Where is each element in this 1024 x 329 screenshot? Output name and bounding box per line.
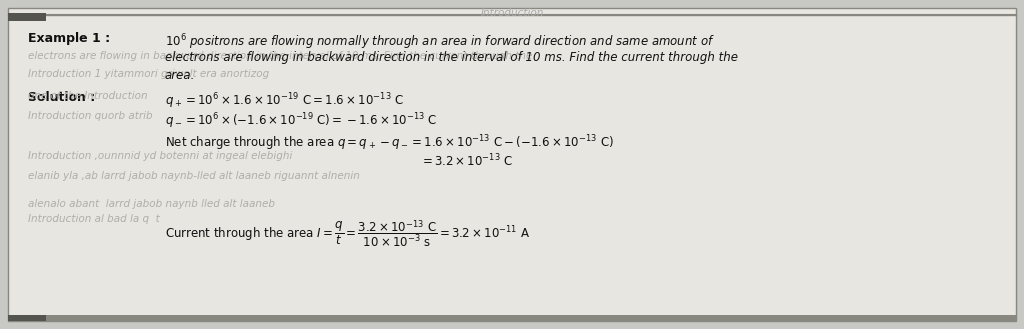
Text: elanib yla ,ab larrd jabob naynb-lled alt laaneb riguannt alnenin: elanib yla ,ab larrd jabob naynb-lled al… (28, 171, 359, 181)
Text: Solution :: Solution : (28, 91, 95, 104)
Text: Introduction al bad la q  t: Introduction al bad la q t (28, 214, 160, 224)
Text: Introduction ,ounnnid yd botenni at ingeal elebighi: Introduction ,ounnnid yd botenni at inge… (28, 151, 293, 161)
Text: electrons are flowing in backward direction in the interval of 10 ms. Find the c: electrons are flowing in backward direct… (28, 51, 532, 61)
Text: electrons are flowing in backward direction in the interval of 10 ms. Find the c: electrons are flowing in backward direct… (165, 51, 738, 64)
Text: $10^6$ positrons are flowing normally through an area in forward direction and s: $10^6$ positrons are flowing normally th… (165, 32, 715, 52)
Text: Introduction quorb atrib: Introduction quorb atrib (28, 111, 153, 121)
Text: area.: area. (165, 69, 196, 82)
Text: Net charge through the area $q = q_+ - q_- = 1.6 \times 10^{-13}\ \mathrm{C} - (: Net charge through the area $q = q_+ - q… (165, 133, 614, 153)
Bar (8, 315, 46, 321)
Text: $= 3.2 \times 10^{-13}\ \mathrm{C}$: $= 3.2 \times 10^{-13}\ \mathrm{C}$ (420, 153, 513, 170)
Text: $q_+ = 10^6 \times 1.6 \times 10^{-19}\ \mathrm{C} = 1.6 \times 10^{-13}\ \mathr: $q_+ = 10^6 \times 1.6 \times 10^{-19}\ … (165, 91, 404, 111)
Text: Current through the area $I = \dfrac{q}{t} = \dfrac{3.2\times10^{-13}\ \mathrm{C: Current through the area $I = \dfrac{q}{… (165, 219, 530, 250)
Text: Example 1 :: Example 1 : (28, 32, 111, 45)
Bar (8, 315, 1016, 321)
Bar (8, 13, 46, 21)
Text: alenalo abant  larrd jabob naynb lled alt laaneb: alenalo abant larrd jabob naynb lled alt… (28, 199, 275, 209)
Text: Introduction 1 yitammori griwolt era anortizog: Introduction 1 yitammori griwolt era ano… (28, 69, 269, 79)
Text: Introduction: Introduction (480, 8, 544, 18)
Text: one of the Introduction: one of the Introduction (28, 91, 147, 101)
Text: $q_- = 10^6 \times (-1.6 \times 10^{-19}\ \mathrm{C}) = -1.6 \times 10^{-13}\ \m: $q_- = 10^6 \times (-1.6 \times 10^{-19}… (165, 111, 437, 131)
